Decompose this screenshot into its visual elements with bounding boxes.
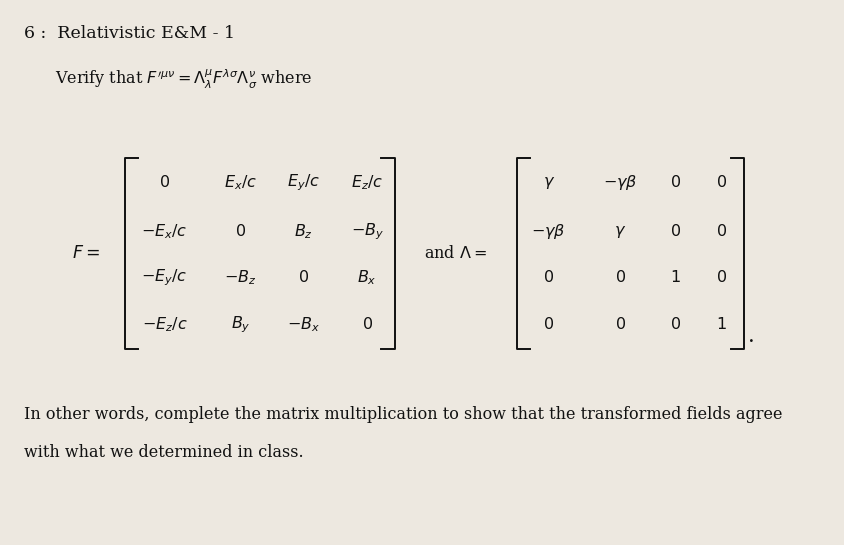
Text: and $\Lambda=$: and $\Lambda=$ <box>424 245 487 262</box>
Text: $-E_y/c$: $-E_y/c$ <box>141 268 188 288</box>
Text: $0$: $0$ <box>716 269 728 287</box>
Text: Verify that $F^{\prime\mu\nu} = \Lambda^\mu_\lambda F^{\lambda\sigma} \Lambda^\n: Verify that $F^{\prime\mu\nu} = \Lambda^… <box>55 68 312 92</box>
Text: $B_z$: $B_z$ <box>295 222 313 241</box>
Text: $0$: $0$ <box>543 316 555 333</box>
Text: .: . <box>748 325 755 347</box>
Text: $E_x/c$: $E_x/c$ <box>224 173 257 192</box>
Text: $0$: $0$ <box>716 174 728 191</box>
Text: $-\gamma\beta$: $-\gamma\beta$ <box>603 173 637 192</box>
Text: $-\gamma\beta$: $-\gamma\beta$ <box>532 222 565 241</box>
Text: $E_y/c$: $E_y/c$ <box>287 172 321 193</box>
Text: $F=$: $F=$ <box>72 245 100 262</box>
Text: with what we determined in class.: with what we determined in class. <box>24 444 303 461</box>
Text: $-E_z/c$: $-E_z/c$ <box>142 315 187 334</box>
Text: $0$: $0$ <box>543 269 555 287</box>
Text: $0$: $0$ <box>716 223 728 240</box>
Text: $1$: $1$ <box>670 269 680 287</box>
Text: $-B_x$: $-B_x$ <box>287 315 321 334</box>
Text: $1$: $1$ <box>717 316 727 333</box>
Text: $E_z/c$: $E_z/c$ <box>351 173 383 192</box>
Text: $\gamma$: $\gamma$ <box>614 223 626 240</box>
Text: $0$: $0$ <box>361 316 373 333</box>
Text: $0$: $0$ <box>614 269 626 287</box>
Text: $B_x$: $B_x$ <box>357 269 377 287</box>
Text: $-B_y$: $-B_y$ <box>350 221 384 242</box>
Text: $0$: $0$ <box>235 223 246 240</box>
Text: $0$: $0$ <box>614 316 626 333</box>
Text: $0$: $0$ <box>669 316 681 333</box>
Text: 6 :  Relativistic E&M - 1: 6 : Relativistic E&M - 1 <box>24 25 235 41</box>
Text: $-E_x/c$: $-E_x/c$ <box>141 222 188 241</box>
Text: In other words, complete the matrix multiplication to show that the transformed : In other words, complete the matrix mult… <box>24 406 782 423</box>
Text: $-B_z$: $-B_z$ <box>225 269 257 287</box>
Text: $0$: $0$ <box>669 174 681 191</box>
Text: $0$: $0$ <box>159 174 170 191</box>
Text: $\gamma$: $\gamma$ <box>543 174 555 191</box>
Text: $0$: $0$ <box>298 269 310 287</box>
Text: $0$: $0$ <box>669 223 681 240</box>
Text: $B_y$: $B_y$ <box>230 314 251 335</box>
